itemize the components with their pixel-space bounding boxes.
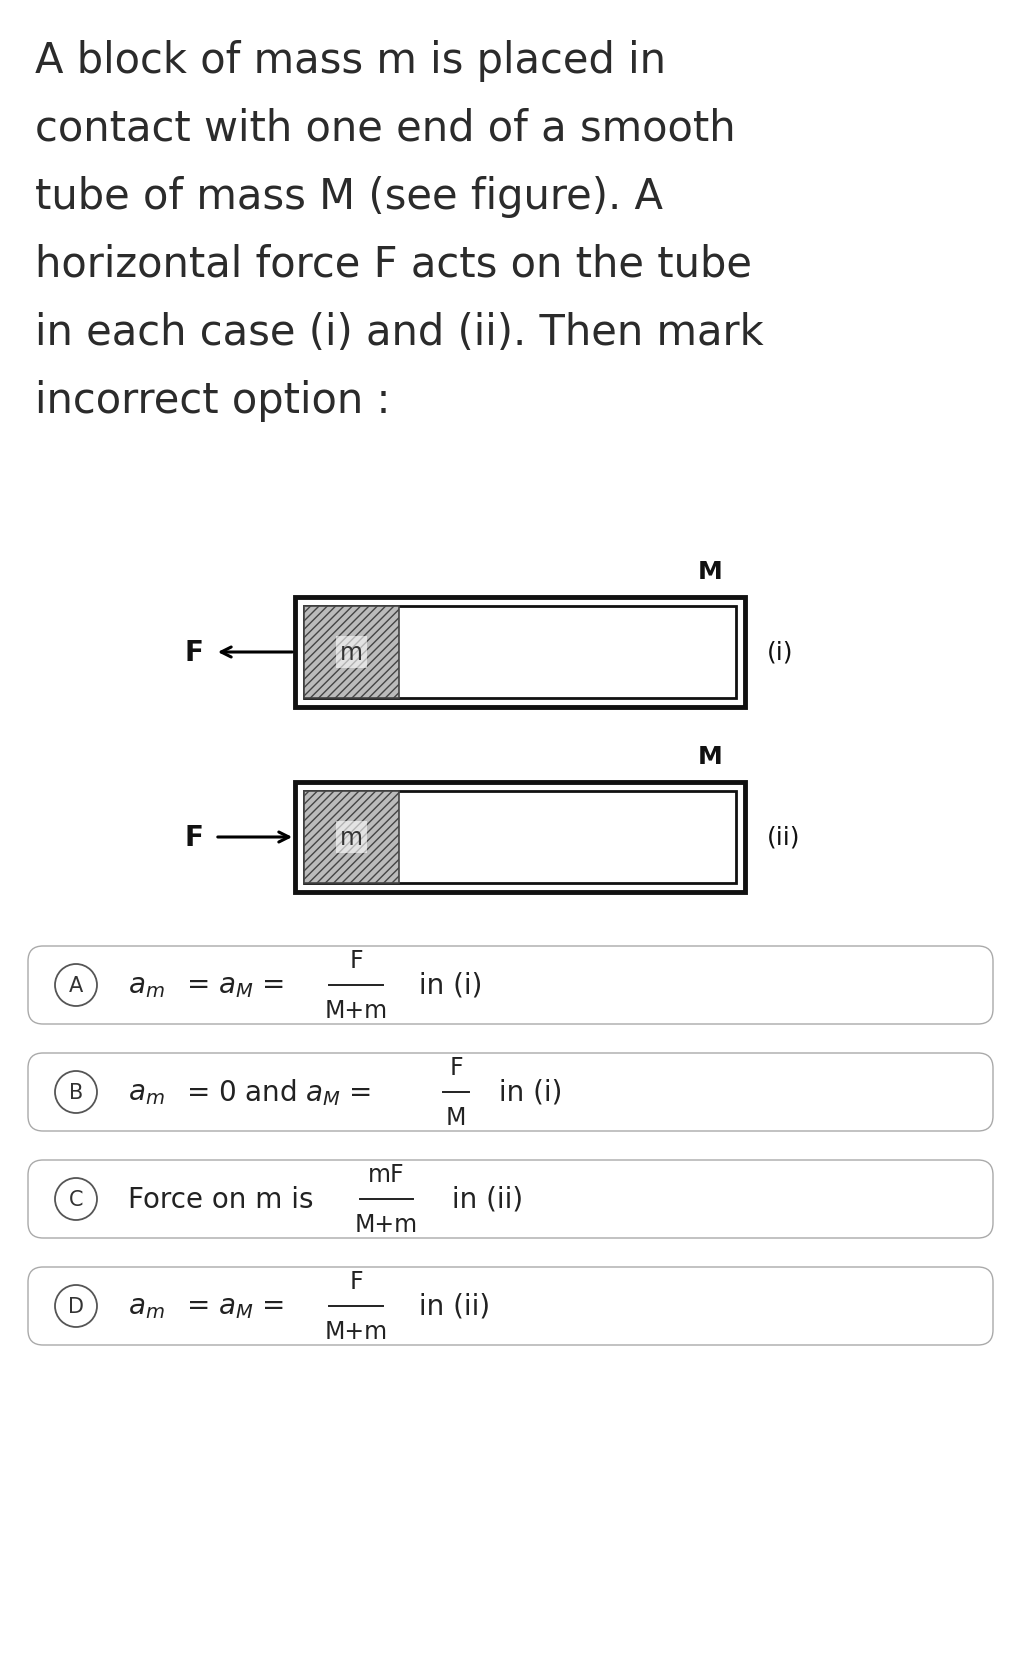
Text: = 0 and $a_{M}$ =: = 0 and $a_{M}$ = — [186, 1077, 372, 1109]
Text: A block of mass m is placed in: A block of mass m is placed in — [35, 40, 666, 81]
Text: Force on m is: Force on m is — [128, 1185, 313, 1213]
Circle shape — [55, 1178, 97, 1220]
Circle shape — [55, 964, 97, 1006]
FancyBboxPatch shape — [28, 1160, 993, 1238]
Text: mF: mF — [368, 1162, 404, 1186]
Bar — [295, 782, 745, 893]
Text: $a_{m}$: $a_{m}$ — [128, 971, 165, 999]
Text: M+m: M+m — [354, 1213, 418, 1236]
Circle shape — [55, 1072, 97, 1114]
Text: $a_{m}$: $a_{m}$ — [128, 1292, 165, 1321]
Text: (ii): (ii) — [767, 825, 801, 850]
Text: $a_{m}$: $a_{m}$ — [128, 1079, 165, 1107]
Text: = $a_{M}$ =: = $a_{M}$ = — [186, 971, 284, 999]
Text: M: M — [445, 1105, 466, 1130]
Text: in (ii): in (ii) — [443, 1185, 523, 1213]
Text: D: D — [68, 1296, 84, 1316]
Circle shape — [55, 1286, 97, 1327]
Text: contact with one end of a smooth: contact with one end of a smooth — [35, 108, 735, 149]
Text: (i): (i) — [767, 641, 794, 664]
Text: in (i): in (i) — [490, 1079, 562, 1107]
Text: F: F — [450, 1056, 463, 1079]
Text: M+m: M+m — [325, 999, 387, 1022]
Text: m: m — [340, 825, 362, 850]
Text: m: m — [340, 641, 362, 664]
FancyBboxPatch shape — [28, 1268, 993, 1345]
Bar — [304, 606, 399, 699]
Text: A: A — [69, 976, 83, 996]
Text: M: M — [697, 744, 722, 769]
Text: in each case (i) and (ii). Then mark: in each case (i) and (ii). Then mark — [35, 312, 764, 355]
FancyBboxPatch shape — [28, 1054, 993, 1132]
Text: F: F — [184, 638, 203, 666]
Text: B: B — [69, 1082, 83, 1102]
Text: M+m: M+m — [325, 1319, 387, 1344]
Bar — [304, 792, 736, 883]
Bar — [304, 792, 399, 883]
Text: F: F — [184, 824, 203, 852]
Text: in (i): in (i) — [410, 971, 482, 999]
FancyBboxPatch shape — [28, 946, 993, 1024]
Text: F: F — [349, 948, 362, 973]
Text: horizontal force F acts on the tube: horizontal force F acts on the tube — [35, 244, 752, 285]
Text: in (ii): in (ii) — [410, 1292, 490, 1321]
Text: M: M — [697, 560, 722, 583]
Bar — [295, 598, 745, 708]
Bar — [304, 606, 736, 699]
Text: tube of mass M (see figure). A: tube of mass M (see figure). A — [35, 176, 663, 217]
Text: F: F — [349, 1269, 362, 1292]
Text: C: C — [69, 1190, 83, 1210]
Text: = $a_{M}$ =: = $a_{M}$ = — [186, 1292, 284, 1321]
Text: incorrect option :: incorrect option : — [35, 379, 390, 423]
